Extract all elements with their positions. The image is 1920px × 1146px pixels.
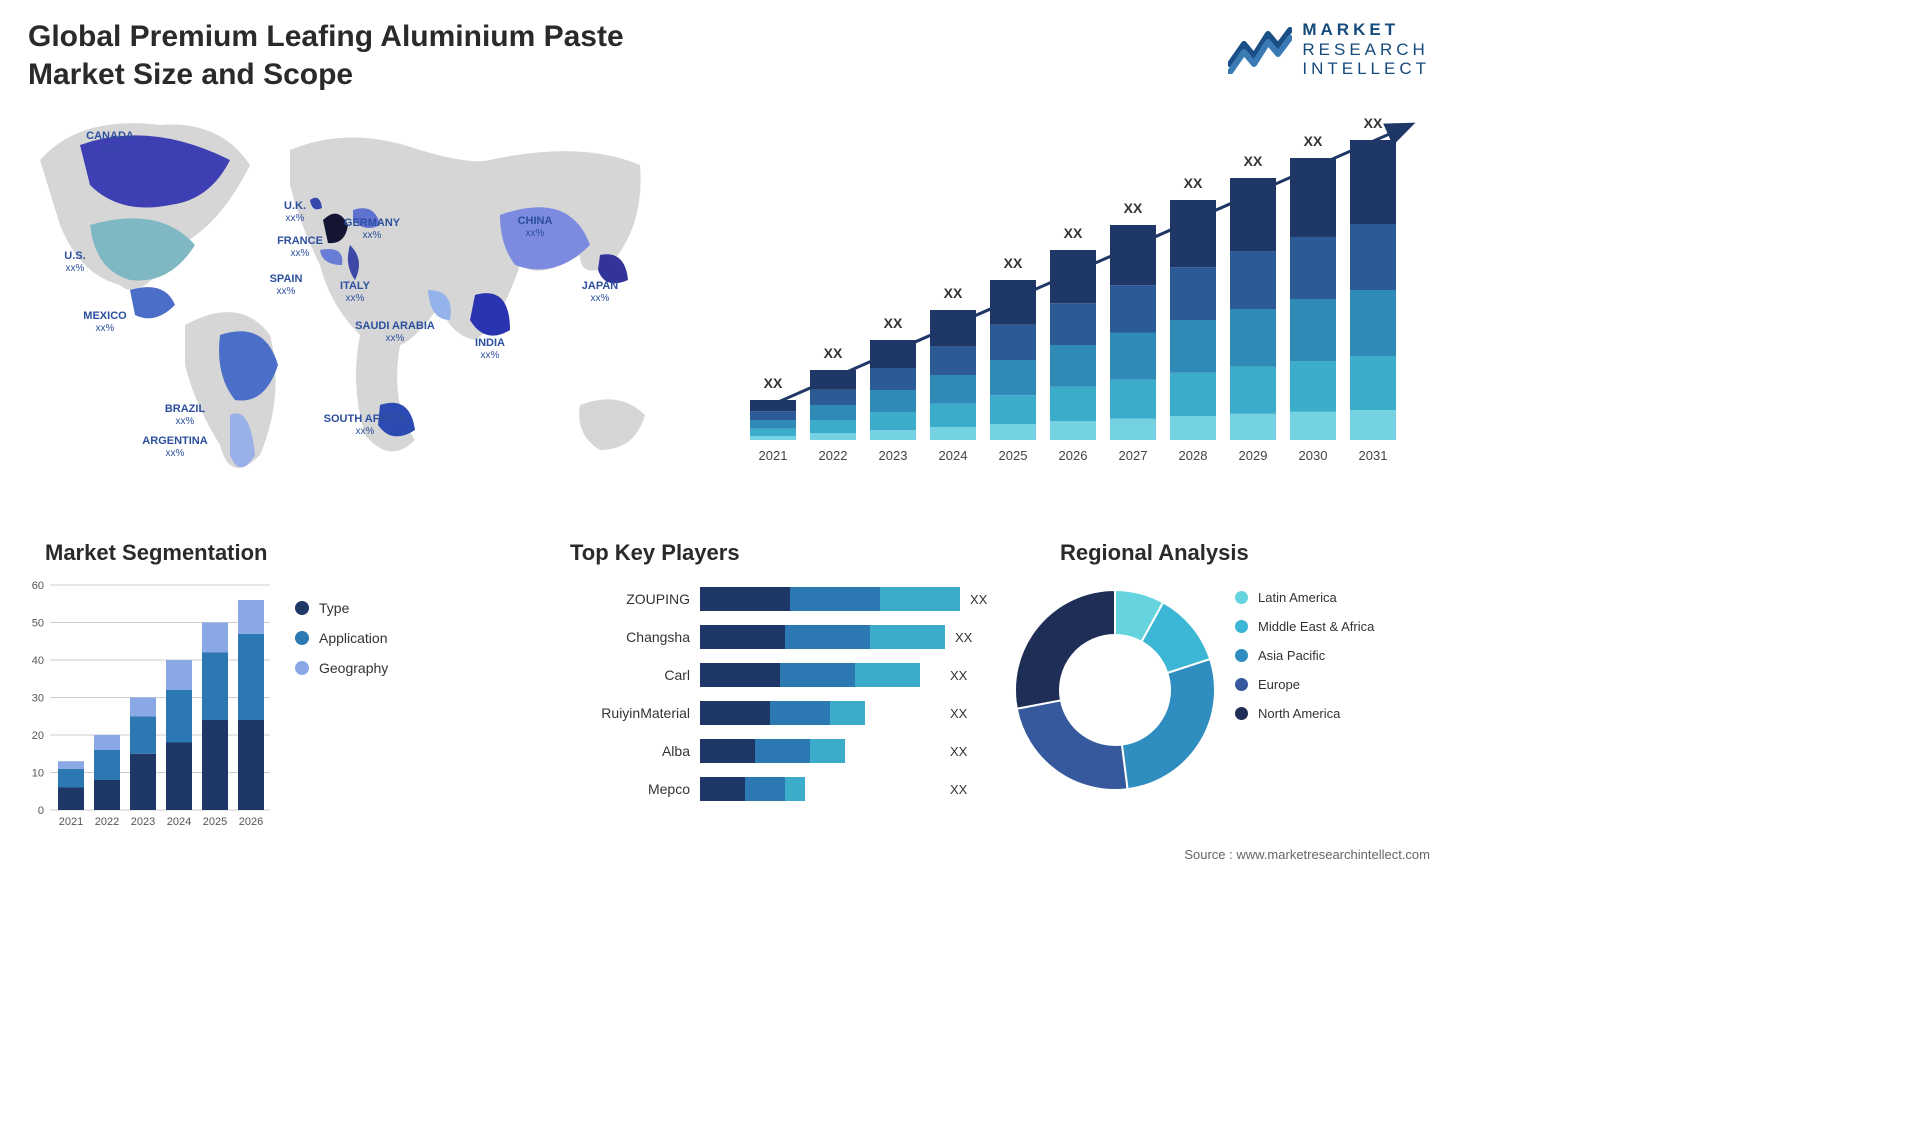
svg-text:2027: 2027 [1119, 448, 1148, 463]
svg-text:30: 30 [32, 693, 44, 705]
map-label: GERMANYxx% [344, 217, 400, 241]
svg-text:XX: XX [1124, 200, 1143, 216]
svg-text:XX: XX [884, 315, 903, 331]
svg-text:2031: 2031 [1359, 448, 1388, 463]
svg-text:40: 40 [32, 655, 44, 667]
svg-text:20: 20 [32, 730, 44, 742]
regional-legend: Latin America Middle East & Africa Asia Pa… [1235, 590, 1374, 735]
map-label: ITALYxx% [340, 280, 370, 304]
svg-text:2022: 2022 [819, 448, 848, 463]
player-row: RuiyinMaterialXX [570, 699, 980, 727]
svg-text:XX: XX [1004, 255, 1023, 271]
svg-text:2026: 2026 [239, 816, 263, 828]
map-label: SPAINxx% [270, 273, 303, 297]
map-label: SAUDI ARABIAxx% [355, 320, 435, 344]
legend-item: Europe [1235, 677, 1374, 692]
legend-item: North America [1235, 706, 1374, 721]
map-label: BRAZILxx% [165, 403, 205, 427]
svg-text:2025: 2025 [203, 816, 227, 828]
svg-text:2024: 2024 [167, 816, 191, 828]
logo-mark-icon [1228, 24, 1292, 74]
map-label: U.S.xx% [64, 250, 85, 274]
players-title: Top Key Players [570, 540, 740, 566]
brand-logo: MARKET RESEARCH INTELLECT [1228, 20, 1430, 79]
svg-text:XX: XX [824, 345, 843, 361]
svg-text:2023: 2023 [879, 448, 908, 463]
svg-text:2025: 2025 [999, 448, 1028, 463]
map-label: INDIAxx% [475, 337, 505, 361]
player-row: CarlXX [570, 661, 980, 689]
legend-item: Latin America [1235, 590, 1374, 605]
world-map: CANADAxx% U.S.xx% MEXICOxx% BRAZILxx% ARGENT… [20, 105, 660, 505]
svg-text:XX: XX [944, 285, 963, 301]
svg-text:2028: 2028 [1179, 448, 1208, 463]
legend-item: Geography [295, 660, 388, 676]
legend-item: Asia Pacific [1235, 648, 1374, 663]
map-label: JAPANxx% [582, 280, 618, 304]
player-row: MepcoXX [570, 775, 980, 803]
player-row: ChangshaXX [570, 623, 980, 651]
svg-text:2023: 2023 [131, 816, 155, 828]
page-title: Global Premium Leafing Aluminium Paste M… [28, 18, 728, 93]
svg-text:0: 0 [38, 805, 44, 817]
svg-text:XX: XX [1064, 225, 1083, 241]
legend-item: Middle East & Africa [1235, 619, 1374, 634]
svg-text:2029: 2029 [1239, 448, 1268, 463]
source-credit: Source : www.marketresearchintellect.com [1184, 847, 1430, 862]
player-row: AlbaXX [570, 737, 980, 765]
market-growth-chart: XX 2021 XX 2022 XX 2023 XX 2024 XX 2025 XX 2026 XX 20… [730, 110, 1430, 490]
regional-title: Regional Analysis [1060, 540, 1249, 566]
segmentation-title: Market Segmentation [45, 540, 268, 566]
player-row: ZOUPINGXX [570, 585, 980, 613]
legend-item: Type [295, 600, 388, 616]
svg-text:50: 50 [32, 618, 44, 630]
logo-text: MARKET RESEARCH INTELLECT [1302, 20, 1430, 79]
svg-text:2026: 2026 [1059, 448, 1088, 463]
svg-text:10: 10 [32, 768, 44, 780]
svg-text:XX: XX [764, 375, 783, 391]
segmentation-chart: 0 10 20 30 40 50 60 2021 2022 2023 2024 2025 2026 [20, 575, 280, 835]
svg-text:2024: 2024 [939, 448, 968, 463]
svg-text:60: 60 [32, 580, 44, 592]
legend-item: Application [295, 630, 388, 646]
segmentation-legend: Type Application Geography [295, 600, 388, 690]
svg-text:XX: XX [1184, 175, 1203, 191]
map-label: CANADAxx% [86, 130, 134, 154]
svg-text:XX: XX [1364, 115, 1383, 131]
svg-text:2021: 2021 [759, 448, 788, 463]
svg-text:2021: 2021 [59, 816, 83, 828]
svg-text:XX: XX [1304, 133, 1323, 149]
map-label: SOUTH AFRICAxx% [324, 413, 407, 437]
key-players-chart: ZOUPINGXX ChangshaXX CarlXX RuiyinMaterialX… [570, 585, 980, 813]
svg-text:2030: 2030 [1299, 448, 1328, 463]
map-label: CHINAxx% [518, 215, 553, 239]
map-label: FRANCExx% [277, 235, 323, 259]
map-label: MEXICOxx% [83, 310, 126, 334]
map-label: U.K.xx% [284, 200, 306, 224]
map-label: ARGENTINAxx% [142, 435, 207, 459]
regional-donut-chart [1005, 580, 1225, 800]
svg-text:2022: 2022 [95, 816, 119, 828]
svg-text:XX: XX [1244, 153, 1263, 169]
